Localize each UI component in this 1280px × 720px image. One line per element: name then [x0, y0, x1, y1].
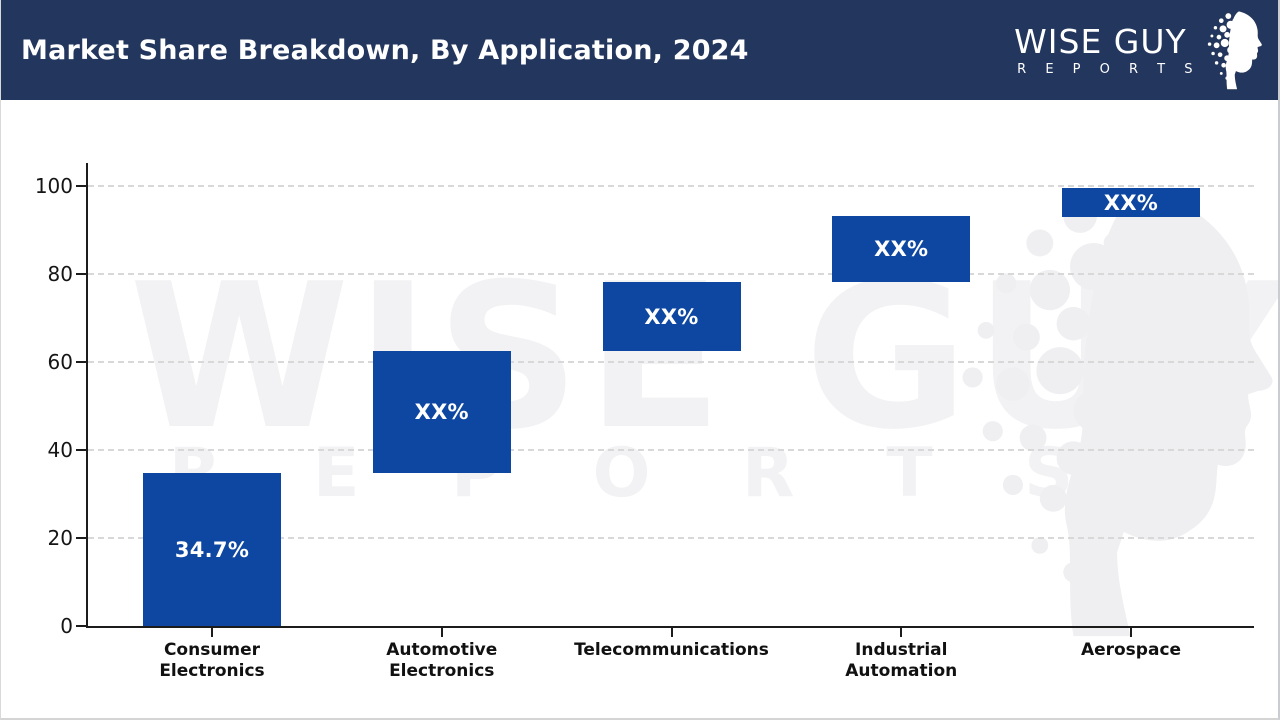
gridline [88, 273, 1254, 275]
gridline [88, 449, 1254, 451]
x-axis-category-label: Industrial Automation [845, 640, 958, 681]
y-axis-tick-label: 0 [60, 614, 73, 638]
watermark-head-icon [962, 189, 1273, 637]
bar-value-label: XX% [1103, 190, 1159, 215]
y-axis-tick-label: 60 [47, 350, 73, 374]
bar-value-label: XX% [874, 237, 929, 262]
x-axis-category-label: Automotive Electronics [386, 640, 498, 681]
gridline [88, 361, 1254, 363]
x-axis-category-label: Aerospace [1080, 640, 1182, 660]
y-axis-tick-label: 80 [47, 262, 73, 286]
x-axis-tick [211, 628, 213, 637]
waterfall-bar: 34.7% [143, 473, 281, 626]
y-axis-tick [76, 625, 86, 627]
x-axis-tick [1130, 628, 1132, 637]
logo-wordmark: WISE GUY [1014, 21, 1187, 61]
x-axis-spine [86, 626, 1254, 628]
logo-text: WISE GUY R E P O R T S [1014, 25, 1200, 76]
y-axis-tick-label: 100 [34, 174, 73, 198]
waterfall-bar: XX% [372, 351, 511, 474]
bar-value-label: XX% [414, 400, 469, 425]
gridline [88, 185, 1254, 187]
x-axis-tick [670, 628, 673, 637]
chart-title: Market Share Breakdown, By Application, … [21, 34, 749, 66]
x-axis-tick [440, 628, 443, 637]
x-axis-tick [900, 628, 903, 637]
chart-area: 0 20 40 60 80 100 34.7% Consumer Electronics XX% A… [1, 100, 1278, 718]
x-axis-category-label: Consumer Electronics [159, 640, 265, 681]
y-axis-spine [86, 163, 88, 628]
y-axis-tick [76, 361, 86, 363]
x-axis-category-label: Telecommunications [574, 640, 769, 660]
y-axis-tick [76, 537, 86, 539]
dotted-head-icon [1207, 11, 1262, 90]
logo-subtext: R E P O R T S [1017, 61, 1200, 77]
waterfall-bar: XX% [1062, 188, 1200, 218]
waterfall-bar: XX% [602, 282, 741, 352]
y-axis-tick [76, 449, 86, 451]
y-axis-tick-label: 40 [47, 438, 73, 462]
header-bar: Market Share Breakdown, By Application, … [1, 0, 1278, 100]
gridline [88, 537, 1254, 539]
y-axis-tick [76, 273, 86, 275]
y-axis-tick [76, 185, 86, 187]
bar-value-label: 34.7% [174, 537, 250, 562]
waterfall-bar: XX% [832, 215, 971, 283]
bar-value-label: XX% [644, 304, 699, 329]
y-axis-tick-label: 20 [47, 526, 73, 550]
wise-guy-reports-logo: WISE GUY R E P O R T S [1014, 9, 1264, 91]
